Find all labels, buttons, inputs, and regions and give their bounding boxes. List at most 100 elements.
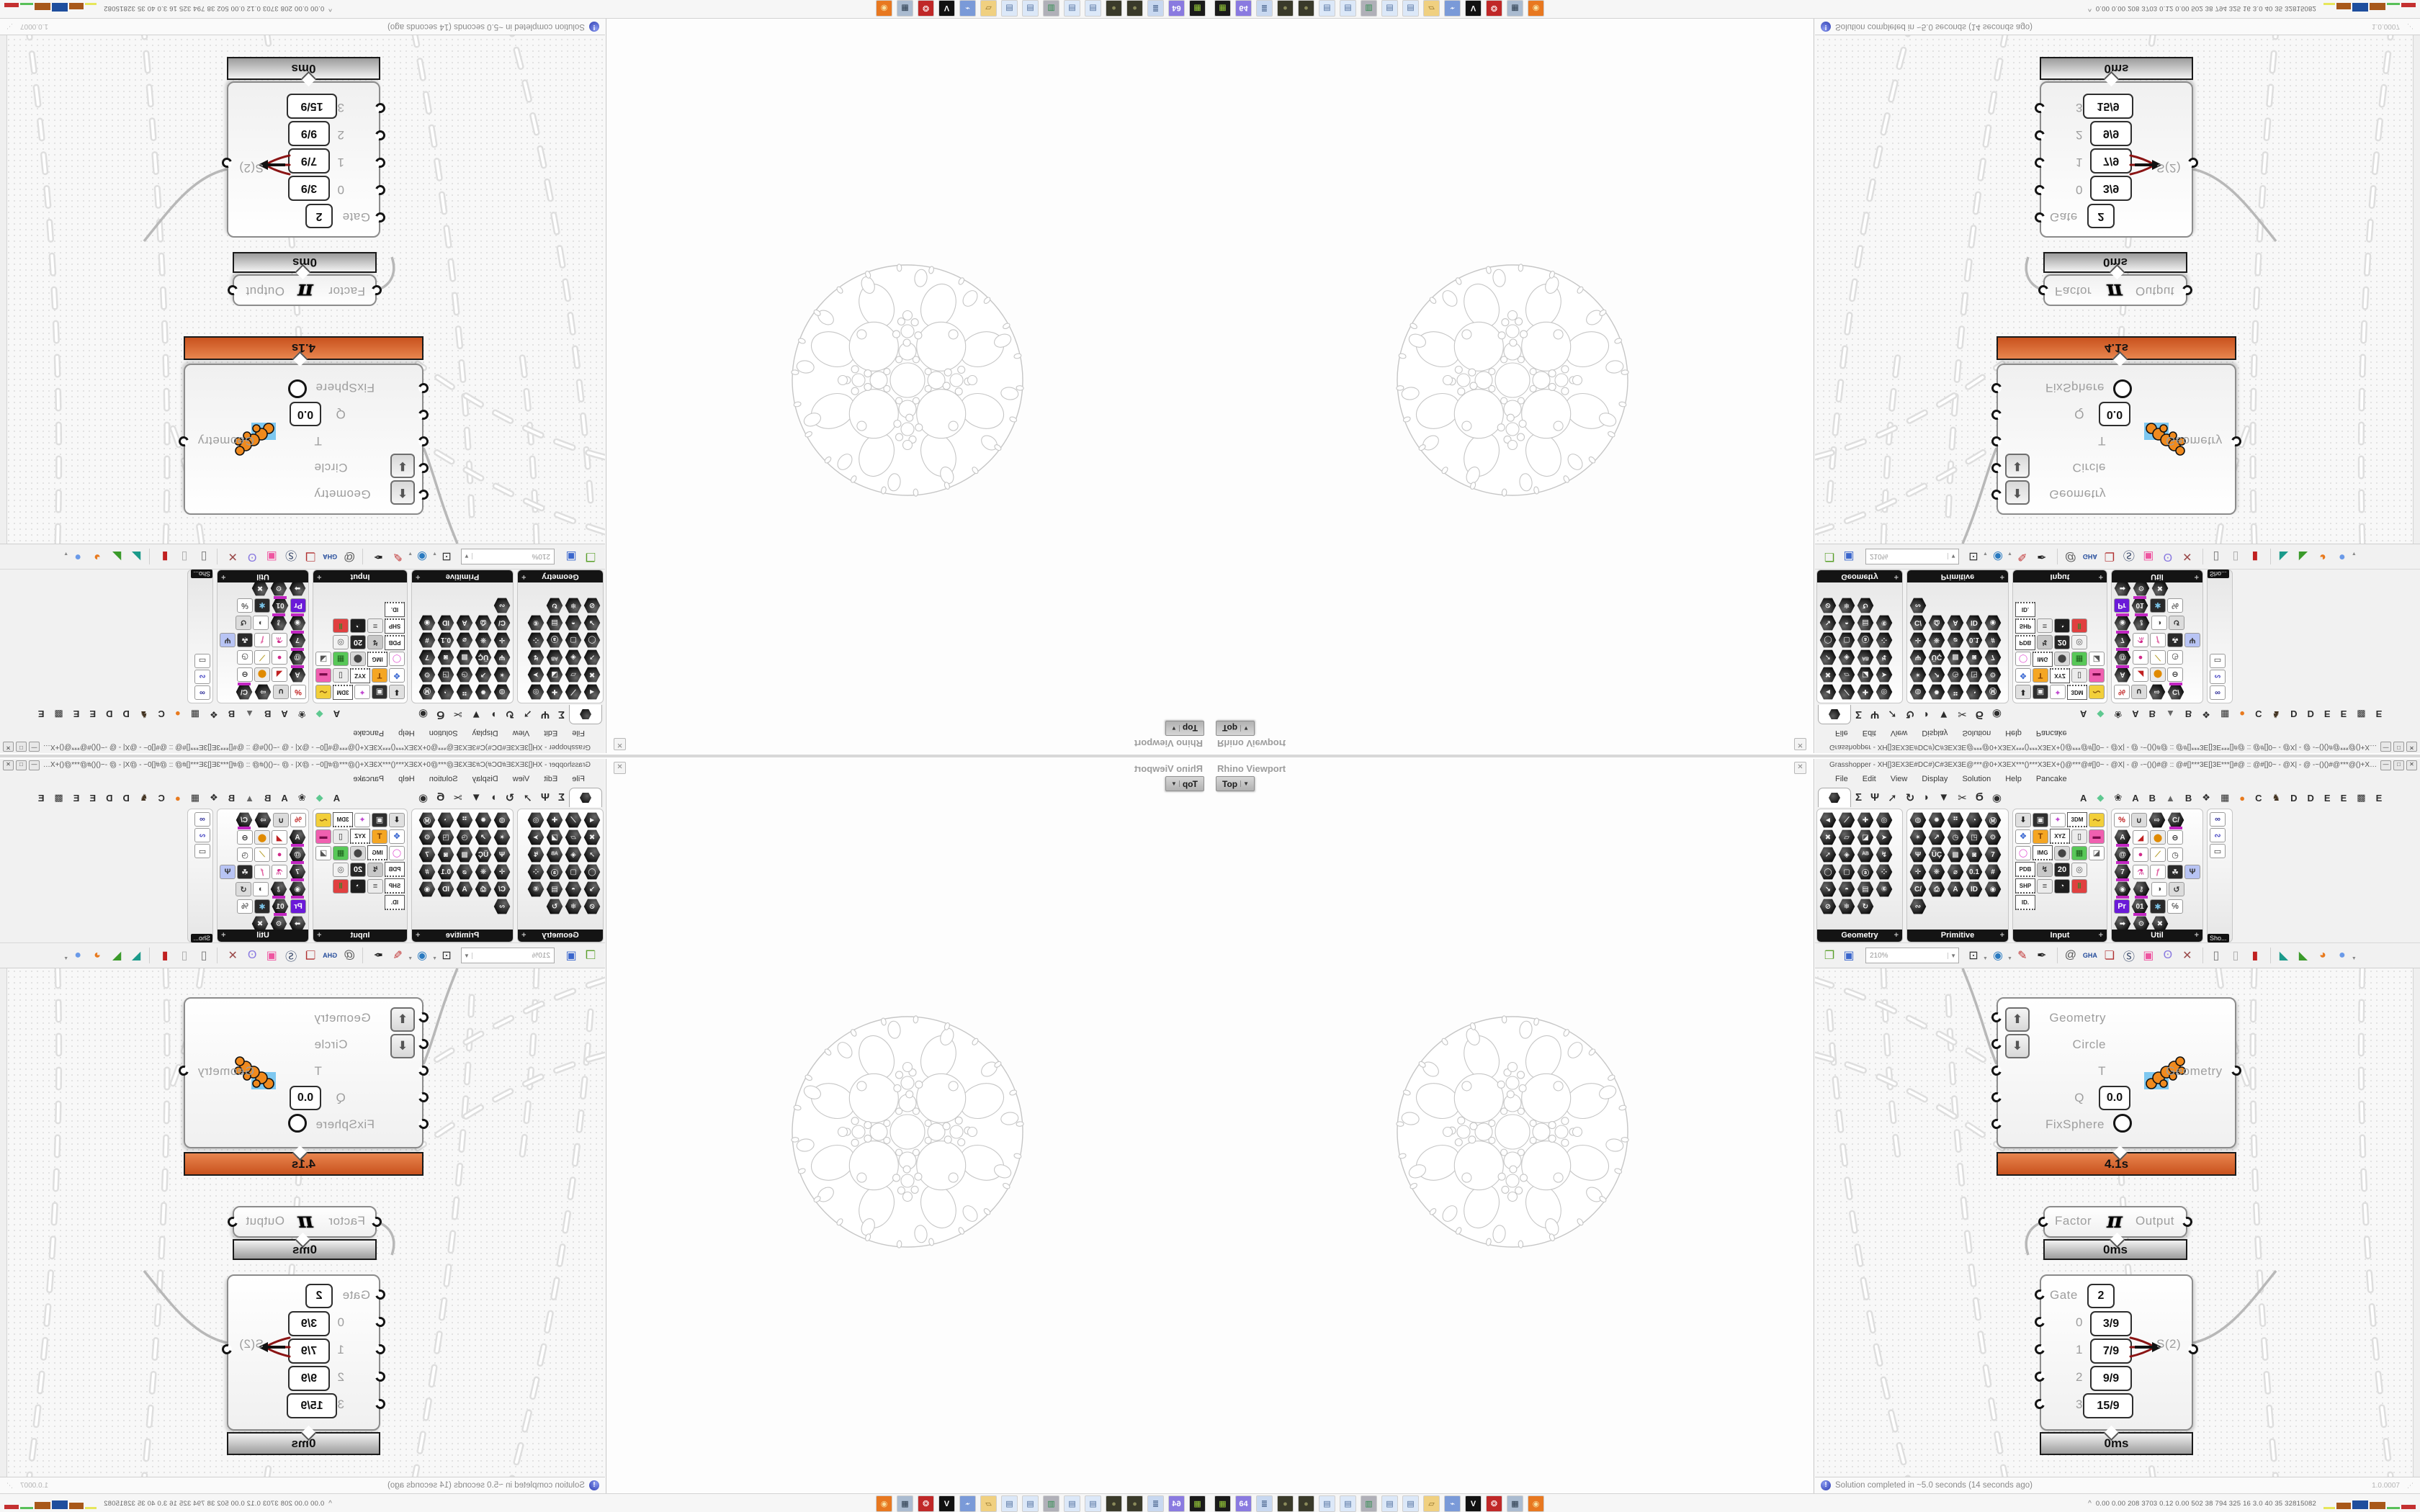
palette-icon[interactable]: ➚ <box>583 649 601 665</box>
palette-icon[interactable]: ⌀ <box>456 864 473 880</box>
plugin-tab-17[interactable]: E <box>2375 708 2383 719</box>
gha-assembly-icon[interactable]: GHA <box>2082 553 2097 560</box>
ink-bottle-icon[interactable]: ✒ <box>2037 950 2047 962</box>
palette-icon[interactable]: ⚗ <box>2133 632 2148 648</box>
zoom-level-combo[interactable]: 210% ▼ <box>461 549 555 564</box>
gate-value-box[interactable]: 2 <box>2087 1284 2115 1308</box>
palette-icon[interactable]: ᴬᴮ <box>546 847 563 863</box>
palette-icon[interactable]: ⎙ <box>1928 881 1945 897</box>
plugin-tab-13[interactable]: D <box>106 708 113 719</box>
palette-label[interactable]: Input + <box>313 570 407 582</box>
palette-icon[interactable]: 〜 <box>315 812 331 827</box>
plugin-tab-2[interactable]: ❀ <box>2114 709 2123 720</box>
palette-icon[interactable]: ◔ <box>437 684 454 700</box>
palette-label[interactable]: Util + <box>218 570 308 582</box>
menu-item-solution[interactable]: Solution <box>429 774 458 783</box>
plugin-tab-4[interactable]: B <box>2148 708 2156 719</box>
palette-label[interactable]: Input + <box>313 930 407 942</box>
palette-icon[interactable]: ⚗ <box>272 864 287 880</box>
resize-grip-icon[interactable]: ⋰ <box>6 23 13 31</box>
taskbar-app-icon-3[interactable]: ● <box>1277 1495 1294 1512</box>
palette-icon[interactable]: ● <box>2133 847 2148 863</box>
menu-item-help[interactable]: Help <box>2005 729 2022 738</box>
palette-icon[interactable]: ✴ <box>493 667 511 683</box>
component-spherepack[interactable]: ⬆ ⬇ Geometry Circle T Q 0.0 FixSphere <box>1989 997 2244 1148</box>
palette-icon[interactable]: ❋ <box>1928 864 1945 880</box>
viewport-close-icon[interactable]: ✕ <box>1794 738 1806 750</box>
palette-label[interactable]: Input + <box>2013 930 2107 942</box>
palette-icon[interactable]: 7 <box>418 847 436 863</box>
palette-icon[interactable]: ▣ <box>372 812 387 827</box>
tab-icon-4[interactable]: ◗ <box>1923 708 1930 721</box>
palette-icon[interactable]: ⟋ <box>565 812 582 828</box>
palette-icon[interactable]: ⟋ <box>254 649 270 665</box>
palette-icon[interactable]: ↘ <box>1819 881 1837 897</box>
plugin-tab-1[interactable]: ◆ <box>2097 792 2105 803</box>
palette-icon[interactable]: ▣ <box>2033 812 2048 827</box>
palette-icon[interactable]: A <box>456 881 473 897</box>
palette-icon[interactable]: ◪ <box>2089 652 2105 667</box>
zoom-level-combo[interactable]: 210% ▼ <box>1865 549 1959 564</box>
plugin-tab-5[interactable]: ▲ <box>2166 793 2175 804</box>
palette-icon[interactable]: ⌀ <box>1947 864 1964 880</box>
palette-icon[interactable]: ◷ <box>456 667 473 683</box>
tab-icon-4[interactable]: ◗ <box>490 708 497 721</box>
plugin-tab-14[interactable]: E <box>2323 708 2331 719</box>
plugin-tab-2[interactable]: ❀ <box>297 709 306 720</box>
palette-icon[interactable]: ◉ <box>2114 613 2131 631</box>
q-value-box[interactable]: 0.0 <box>290 402 321 426</box>
palette-icon[interactable]: ◈ <box>565 847 582 863</box>
save-file-icon[interactable]: ▣ <box>565 550 577 562</box>
gate-value-box[interactable]: 3/9 <box>288 176 330 201</box>
palette-icon[interactable]: ▢ <box>565 632 582 648</box>
plugin-tab-16[interactable]: ▩ <box>2357 709 2366 720</box>
chevron-down-icon[interactable]: ▼ <box>462 952 472 959</box>
palette-icon[interactable]: ✛ <box>493 632 511 648</box>
palette-icon[interactable]: ‖ <box>2071 878 2087 894</box>
palette-icon[interactable]: ◔ <box>350 878 366 894</box>
palette-icon[interactable]: ⎙ <box>1928 615 1945 631</box>
palette-label[interactable]: Util + <box>218 930 308 942</box>
palette-icon[interactable]: XYZ <box>2050 829 2070 844</box>
taskbar-app-icon-11[interactable]: ⌁ <box>1444 1495 1461 1512</box>
plugin-tab-7[interactable]: ❖ <box>2202 792 2210 803</box>
taskbar-app-icon-8[interactable]: ▤ <box>1381 1495 1398 1512</box>
tab-icon-7[interactable]: Ϭ <box>436 791 445 804</box>
palette-icon[interactable]: T <box>2033 829 2048 844</box>
palette-icon[interactable]: IMG <box>2033 845 2053 860</box>
gate-value-box[interactable]: 7/9 <box>288 1338 330 1364</box>
palette-icon[interactable]: ⚷ <box>2133 881 2150 899</box>
palette-icon[interactable]: ID <box>437 615 454 631</box>
palette-icon[interactable]: ▤ <box>1857 881 1874 897</box>
palette-icon[interactable]: ◄ <box>583 684 601 700</box>
palette-icon[interactable]: ↻ <box>546 598 563 613</box>
chevron-down-icon[interactable]: ▼ <box>2007 551 2012 557</box>
plugin-tab-16[interactable]: ▩ <box>54 709 63 720</box>
save-file-icon[interactable]: ▣ <box>565 950 577 962</box>
component-stream-gate[interactable]: Gate 2 0 3/9 1 7/9 2 9/9 3 15/9 S(2) <box>220 81 387 238</box>
menu-item-view[interactable]: View <box>512 774 530 783</box>
tab-icon-1[interactable]: Ψ <box>540 791 550 804</box>
plugin-tab-6[interactable]: B <box>2184 708 2192 719</box>
palette-icon[interactable]: ∾ <box>194 828 210 842</box>
palette-icon[interactable]: ≡ <box>367 878 383 894</box>
tab-icon-3[interactable]: ↻ <box>1905 792 1915 804</box>
taskbar-app-icon-14[interactable]: ▦ <box>897 1495 913 1512</box>
palette-icon[interactable]: 3DM <box>333 812 353 827</box>
palette-icon[interactable]: C/ <box>1909 615 1927 631</box>
palette-icon[interactable]: ◔ <box>350 618 366 634</box>
palette-icon[interactable]: ℅ <box>2167 598 2183 613</box>
palette-icon[interactable]: ◷ <box>2167 649 2183 665</box>
palette-icon[interactable]: Ψ <box>493 649 511 665</box>
palette-icon[interactable]: ▬ <box>2089 668 2105 683</box>
fixsphere-toggle-icon[interactable] <box>288 379 307 398</box>
palette-icon[interactable]: A <box>456 615 473 631</box>
palette-icon[interactable]: ID <box>1966 881 1983 897</box>
palette-icon[interactable]: ∾ <box>2210 828 2226 842</box>
palette-icon[interactable]: ◔ <box>1966 684 1983 700</box>
palette-icon[interactable]: ◎ <box>333 635 349 650</box>
chevron-down-icon[interactable]: ▼ <box>1983 551 1988 557</box>
palette-icon[interactable]: ⑥ <box>1876 881 1893 897</box>
palette-icon[interactable]: ↯ <box>2037 862 2053 877</box>
palette-icon[interactable]: ⠛ <box>456 684 473 700</box>
